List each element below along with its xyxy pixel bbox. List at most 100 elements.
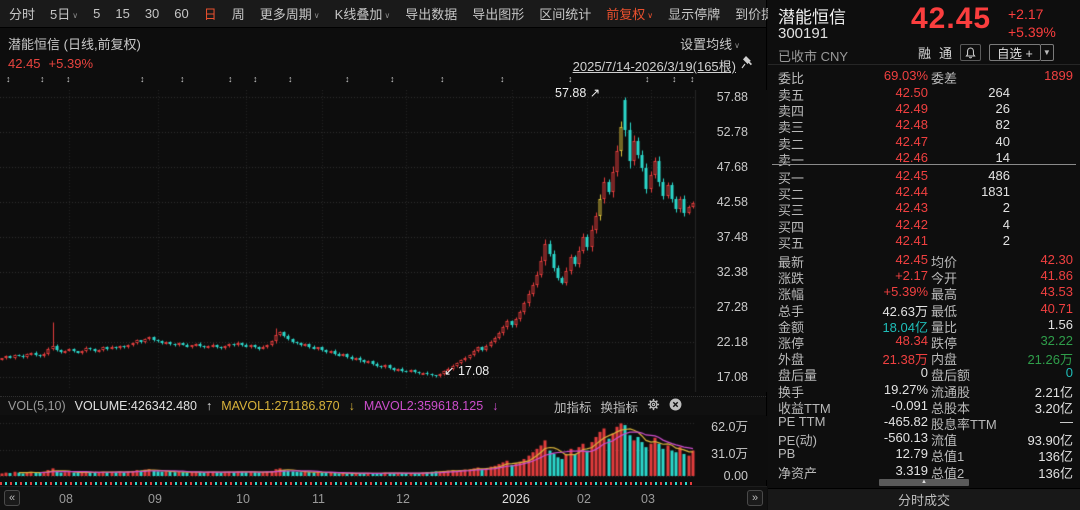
event-mark-icon[interactable]: ↕ [66,74,71,84]
volume-header-item-2: ↑ [205,399,213,413]
toolbar-item-4[interactable]: 30 [144,6,160,21]
high-price-annotation: 57.88 ↗ [555,86,601,100]
bid-row[interactable]: 买四 42.42 4 [778,216,1010,235]
toolbar-item-6[interactable]: 日 [203,7,217,22]
stat-row: PE(动) -560.13 流值 93.90亿 [778,430,1073,449]
ask-row[interactable]: 卖五 42.50 264 [778,85,1010,103]
pin-icon[interactable] [741,55,754,72]
close-icon[interactable] [669,398,682,414]
event-mark-icon[interactable]: ↕ [40,74,45,84]
volume-header-item-6: ↓ [492,399,499,413]
event-mark-icon[interactable]: ↕ [390,74,395,84]
gear-icon[interactable] [647,398,660,414]
event-mark-icon[interactable]: ↕ [180,74,185,84]
toolbar-item-14[interactable]: 显示停牌 [668,7,721,22]
time-axis-label: 2026 [502,492,530,506]
time-axis-label: 02 [577,492,591,506]
stock-name: 潜能恒信 [778,8,846,27]
price-change-pct: +5.39% [1008,24,1056,40]
stat-row: 涨跌 +2.17 今开 41.86 [778,268,1073,287]
toolbar-item-13[interactable]: 前复权 ∨ [606,7,654,22]
switch-indicator-button[interactable]: 换指标 [600,400,638,415]
toolbar-item-7[interactable]: 周 [231,7,245,22]
stat-row: 金额 18.04亿 量比 1.56 [778,316,1073,335]
add-indicator-button[interactable]: 加指标 [553,400,592,415]
ask-row[interactable]: 卖四 42.49 26 [778,101,1010,120]
market-status: 已收市 CNY [778,49,849,64]
bid-ask-divider [772,164,1076,165]
event-mark-icon[interactable]: ↕ [645,74,650,84]
ask-row[interactable]: 卖三 42.48 82 [778,117,1010,136]
bid-row[interactable]: 买三 42.43 2 [778,200,1010,219]
price-axis-label: 47.68 [716,160,748,174]
panel-resize-handle[interactable]: ▲ [879,479,969,486]
event-mark-icon[interactable]: ↕ [253,74,258,84]
ask-row[interactable]: 卖二 42.47 40 [778,133,1010,152]
chevron-down-icon: ∨ [647,11,654,20]
volume-header-item-1: VOLUME:426342.480 [74,399,197,413]
weibi-value: 69.03% [883,68,928,83]
add-watchlist-button[interactable]: 自选 + [989,44,1041,61]
time-axis-label: 10 [236,492,250,506]
toolbar-item-12[interactable]: 区间统计 [539,7,592,22]
toolbar-item-11[interactable]: 导出图形 [472,7,525,22]
volume-header-item-5: MAVOL2:359618.125 [363,399,484,413]
ma-settings-button[interactable]: 设置均线 ∨ [680,37,740,52]
time-axis: « » 08 09 10 11 12 2026 02 03 [0,486,767,510]
scroll-left-button[interactable]: « [4,490,20,506]
volume-axis-label: 31.0万 [711,446,748,461]
event-mark-icon[interactable]: ↕ [440,74,445,84]
event-mark-icon[interactable]: ↕ [690,74,695,84]
toolbar-item-3[interactable]: 15 [115,6,130,21]
watchlist-dropdown-caret[interactable]: ▼ [1040,44,1054,61]
tab-tick-trades[interactable]: 分时成交 [768,488,1080,510]
bid-row[interactable]: 买五 42.41 2 [778,232,1010,251]
event-mark-icon[interactable]: ↕ [140,74,145,84]
toolbar-item-8[interactable]: 更多周期 ∨ [259,7,320,22]
toolbar-item-2[interactable]: 5 [93,6,101,21]
toolbar-item-5[interactable]: 60 [174,6,189,21]
stat-row: 收益TTM -0.091 总股本 3.20亿 [778,397,1073,416]
event-mark-icon[interactable]: ↕ [228,74,233,84]
toolbar-item-10[interactable]: 导出数据 [405,7,458,22]
price-chart-canvas[interactable] [0,90,767,392]
stat-row: 盘后量 0 盘后额 0 [778,365,1073,384]
scroll-right-button[interactable]: » [747,490,763,506]
stat-row: 总手 42.63万 最低 40.71 [778,300,1073,319]
volume-indicator-header: VOL(5,10) VOLUME:426342.480 ↑ MAVOL1:271186… [0,396,766,415]
stock-code: 300191 [778,25,829,42]
alert-bell-button[interactable] [960,44,982,61]
bid-row[interactable]: 买一 42.45 486 [778,168,1010,186]
event-mark-icon[interactable]: ↕ [568,74,573,84]
stat-row: PB 12.79 总值1 136亿 [778,446,1073,465]
time-axis-label: 12 [396,492,410,506]
event-mark-icon[interactable]: ↕ [345,74,350,84]
price-axis-label: 42.58 [716,195,748,209]
date-range-link[interactable]: 2025/7/14-2026/3/19(165根) [572,59,736,74]
volume-chart-canvas[interactable] [0,416,767,480]
volume-header-item-0: VOL(5,10) [8,399,66,413]
event-mark-icon[interactable]: ↕ [288,74,293,84]
price-axis-label: 52.78 [716,125,748,139]
price-axis-label: 37.48 [716,230,748,244]
volume-axis-label: 62.0万 [711,420,748,435]
stat-row: 外盘 21.38万 内盘 21.26万 [778,352,1073,368]
volume-axis-label: 0.00 [723,469,748,483]
stat-row: PE TTM -465.82 股息率TTM — [778,414,1073,432]
price-axis-label: 57.88 [716,90,748,104]
toolbar-item-1[interactable]: 5日 ∨ [50,7,79,22]
bid-row[interactable]: 买二 42.44 1831 [778,184,1010,203]
toolbar-item-9[interactable]: K线叠加 ∨ [334,7,391,22]
event-mark-icon[interactable]: ↕ [6,74,11,84]
toolbar-item-0[interactable]: 分时 [9,7,36,22]
event-mark-icon[interactable]: ↕ [672,74,677,84]
stat-row: 涨停 48.34 跌停 32.22 [778,333,1073,351]
low-price-annotation: ↙ 17.08 [444,364,490,378]
event-mark-icon[interactable]: ↕ [500,74,505,84]
divider [768,64,1080,65]
time-axis-label: 03 [641,492,655,506]
quote-action-row: 融 通 自选 + ▼ [918,43,1054,62]
volume-header-item-4: ↓ [348,399,355,413]
quote-panel: 潜能恒信 300191 已收市 CNY 42.45 +2.17 +5.39% 融… [768,0,1080,510]
